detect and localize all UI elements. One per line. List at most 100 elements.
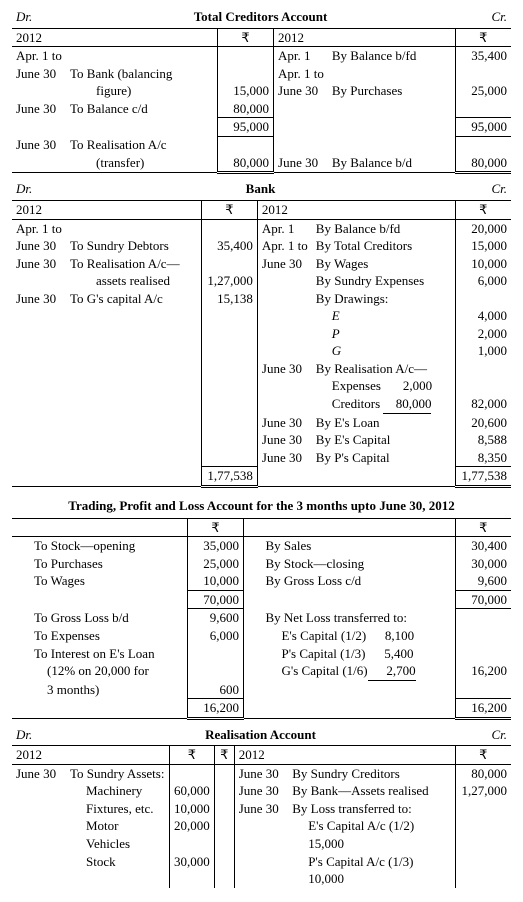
particular: By Balance b/fd — [328, 47, 455, 65]
account-title: Realisation Account — [66, 726, 455, 746]
particular: By Loss transferred to: — [288, 800, 455, 818]
date: Apr. 1 — [257, 219, 311, 237]
amount: 35,400 — [201, 237, 257, 255]
particular: By Balance b/fd — [312, 219, 455, 237]
particular: By Purchases — [328, 82, 455, 100]
rupee-symbol: ₹ — [455, 746, 511, 765]
amount: 10,000 — [455, 255, 511, 273]
particular: By Net Loss transferred to: — [261, 609, 455, 627]
sub-amount: 2,000 — [384, 377, 432, 395]
amount: 1,000 — [455, 342, 511, 360]
amount: 1,27,000 — [455, 782, 511, 800]
cr-label: Cr. — [455, 726, 511, 746]
amount: 16,200 — [455, 662, 511, 681]
amount: 1,27,000 — [201, 272, 257, 290]
total: 95,000 — [455, 118, 511, 137]
sub-amount: 20,000 — [169, 817, 214, 852]
particular: By Realisation A/c— — [312, 360, 455, 378]
particular: P — [332, 326, 340, 341]
sub-amount: 8,100 — [366, 627, 414, 645]
particular: To Expenses — [30, 627, 187, 645]
amount: 10,000 — [187, 572, 243, 590]
particular: Expenses 2,000 — [312, 377, 455, 395]
rupee-symbol: ₹ — [214, 746, 234, 765]
date: Apr. 1 to — [12, 47, 66, 65]
total: 16,200 — [455, 699, 511, 719]
year: 2012 — [12, 200, 66, 219]
amount: 6,000 — [187, 627, 243, 645]
particular: 3 months) — [30, 681, 187, 699]
particular: By Stock—closing — [261, 555, 455, 573]
rupee-symbol: ₹ — [201, 200, 257, 219]
date: June 30 — [274, 82, 328, 100]
particular: To Gross Loss b/d — [30, 609, 187, 627]
particular: By Sundry Creditors — [288, 764, 455, 782]
cr-label: Cr. — [455, 8, 511, 28]
rupee-symbol: ₹ — [218, 28, 274, 47]
total-creditors-account: Dr. Total Creditors Account Cr. 2012 ₹ 2… — [12, 8, 511, 174]
amount: 600 — [187, 681, 243, 699]
amount: 4,000 — [455, 307, 511, 325]
date: June 30 — [257, 414, 311, 432]
particular: To Sundry Debtors — [66, 237, 201, 255]
particular: E — [332, 308, 340, 323]
amount: 35,400 — [455, 47, 511, 65]
sub-amount: 60,000 — [169, 782, 214, 800]
rupee-symbol: ₹ — [169, 746, 214, 765]
total: 1,77,538 — [201, 467, 257, 487]
particular: G's Capital (1/6)2,700 — [261, 662, 455, 681]
particular: To Wages — [30, 572, 187, 590]
date: June 30 — [12, 255, 66, 273]
account-title: Total Creditors Account — [66, 8, 455, 28]
account-title: Bank — [66, 180, 455, 200]
amount: 80,000 — [455, 764, 511, 782]
particular: By Total Creditors — [312, 237, 455, 255]
particular: By Sales — [261, 537, 455, 555]
date: June 30 — [12, 290, 66, 308]
rupee-symbol: ₹ — [455, 28, 511, 47]
amount: 35,000 — [187, 537, 243, 555]
particular: P's Capital (1/3)5,400 — [261, 645, 455, 663]
rupee-symbol: ₹ — [455, 200, 511, 219]
rupee-symbol: ₹ — [455, 518, 511, 537]
particular: Creditors 80,000 — [312, 395, 455, 414]
date: Apr. 1 to — [12, 219, 66, 237]
year: 2012 — [234, 746, 288, 765]
total: 70,000 — [187, 590, 243, 609]
particular: By Wages — [312, 255, 455, 273]
particular: To Bank (balancing — [66, 65, 218, 83]
year: 2012 — [12, 746, 66, 765]
total: 95,000 — [218, 118, 274, 137]
sub-amount: 10,000 — [169, 800, 214, 818]
particular: By E's Capital — [312, 431, 455, 449]
trading-pl-account: ₹ ₹ To Stock—opening 35,000 By Sales 30,… — [12, 518, 511, 720]
amount: 20,000 — [455, 219, 511, 237]
particular: G — [332, 343, 341, 358]
date: June 30 — [12, 100, 66, 118]
particular: (transfer) — [66, 154, 218, 173]
dr-label: Dr. — [12, 8, 66, 28]
amount: 25,000 — [455, 82, 511, 100]
particular: P's Capital A/c (1/3) 10,000 — [288, 853, 455, 888]
particular: By Gross Loss c/d — [261, 572, 455, 590]
amount: 15,138 — [201, 290, 257, 308]
date: June 30 — [12, 136, 66, 154]
particular: figure) — [66, 82, 218, 100]
amount: 80,000 — [455, 154, 511, 173]
particular: To Realisation A/c — [66, 136, 218, 154]
total: 1,77,538 — [455, 467, 511, 487]
dr-label: Dr. — [12, 726, 66, 746]
particular: By Bank—Assets realised — [288, 782, 455, 800]
total: 16,200 — [187, 699, 243, 719]
amount: 15,000 — [218, 82, 274, 100]
date: June 30 — [234, 782, 288, 800]
date: Apr. 1 to — [257, 237, 311, 255]
particular: To Balance c/d — [66, 100, 218, 118]
particular: To Realisation A/c— — [66, 255, 201, 273]
amount: 8,350 — [455, 449, 511, 467]
sub-amount: 5,400 — [365, 645, 413, 663]
date: June 30 — [12, 237, 66, 255]
particular: Stock — [66, 853, 169, 888]
amount: 30,400 — [455, 537, 511, 555]
particular: By Balance b/d — [328, 154, 455, 173]
